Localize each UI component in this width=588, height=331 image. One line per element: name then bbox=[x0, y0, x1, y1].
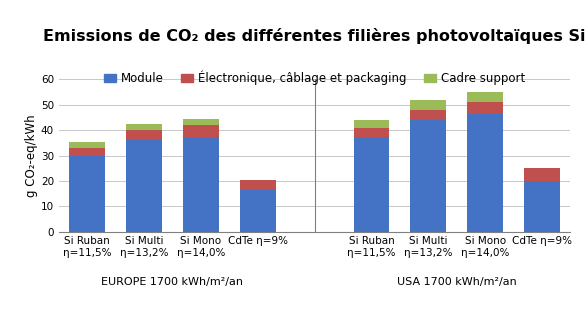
Bar bbox=[183, 137, 219, 232]
Bar bbox=[353, 128, 389, 137]
Bar bbox=[410, 110, 446, 120]
Bar bbox=[126, 124, 162, 130]
Title: Emissions de CO₂ des différentes filières photovoltaïques Si: Emissions de CO₂ des différentes filière… bbox=[44, 27, 586, 44]
Bar bbox=[69, 148, 105, 156]
Bar bbox=[126, 140, 162, 232]
Bar bbox=[467, 114, 503, 232]
Bar bbox=[524, 168, 560, 181]
Bar bbox=[467, 92, 503, 102]
Bar bbox=[410, 120, 446, 232]
Bar bbox=[69, 156, 105, 232]
Text: USA 1700 kWh/m²/an: USA 1700 kWh/m²/an bbox=[397, 277, 516, 287]
Bar bbox=[183, 125, 219, 137]
Bar bbox=[126, 130, 162, 140]
Bar bbox=[467, 102, 503, 114]
Bar bbox=[183, 119, 219, 125]
Bar bbox=[353, 137, 389, 232]
Bar bbox=[69, 142, 105, 148]
Bar bbox=[240, 180, 276, 190]
Legend: Module, Électronique, câblage et packaging, Cadre support: Module, Électronique, câblage et packagi… bbox=[99, 66, 530, 89]
Bar bbox=[524, 181, 560, 232]
Y-axis label: g CO₂-eq/kWh: g CO₂-eq/kWh bbox=[25, 114, 38, 197]
Bar bbox=[410, 100, 446, 110]
Bar bbox=[240, 190, 276, 232]
Bar bbox=[353, 120, 389, 128]
Text: EUROPE 1700 kWh/m²/an: EUROPE 1700 kWh/m²/an bbox=[102, 277, 243, 287]
